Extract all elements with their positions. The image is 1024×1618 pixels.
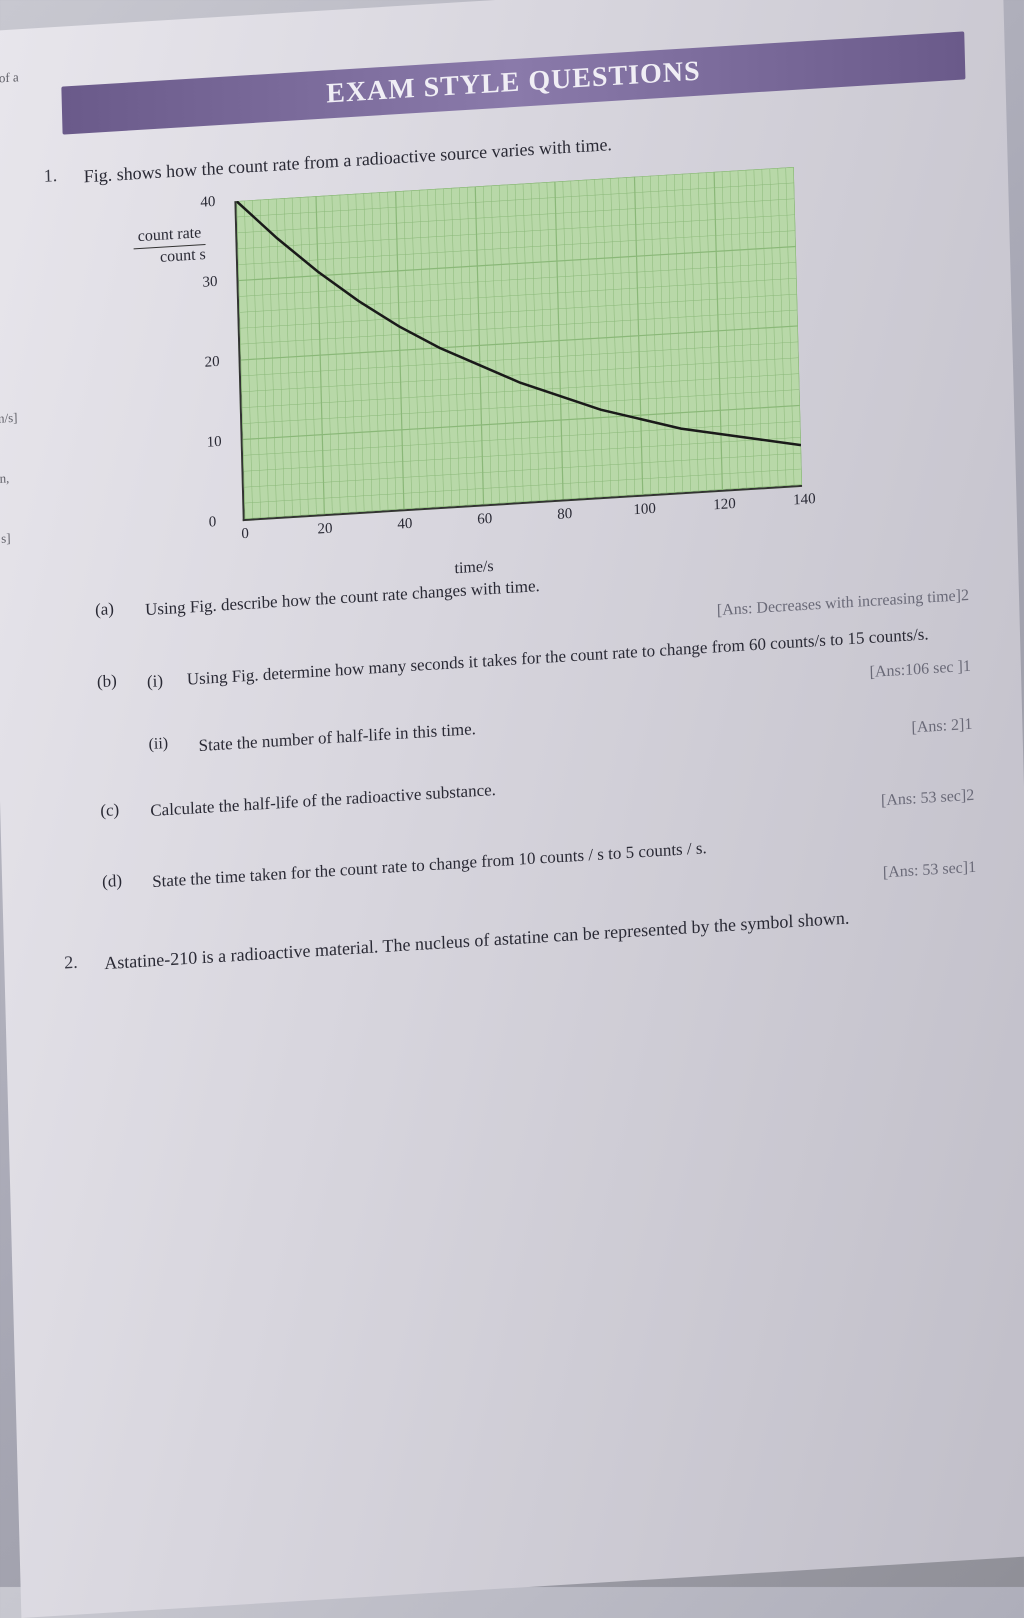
x-tick-label: 140 xyxy=(793,491,816,509)
part-label-b: (b) xyxy=(97,669,148,698)
ylabel-denominator: count s xyxy=(160,246,206,266)
decay-chart: count rate count s 0 10 20 30 40 0 20 40 60 80 100… xyxy=(105,165,834,569)
x-tick-label: 40 xyxy=(397,516,412,534)
part-label-a: (a) xyxy=(95,597,146,626)
part-label-c: (c) xyxy=(100,798,151,827)
margin-note: s] xyxy=(1,530,11,547)
margin-note: n, xyxy=(0,470,10,487)
question-number: 2. xyxy=(64,950,105,979)
y-tick-label: 30 xyxy=(202,274,217,292)
x-tick-label: 20 xyxy=(317,521,332,539)
y-tick-label: 10 xyxy=(207,434,222,452)
x-tick-label: 100 xyxy=(633,501,656,519)
x-tick-label: 80 xyxy=(557,506,572,524)
ylabel-numerator: count rate xyxy=(134,223,206,249)
subpart-label-bi: (i) xyxy=(147,666,188,694)
part-label-d: (d) xyxy=(102,869,153,898)
x-tick-label: 0 xyxy=(241,526,249,543)
margin-note: d of a xyxy=(0,69,19,87)
y-tick-label: 20 xyxy=(204,354,219,372)
x-tick-label: 60 xyxy=(477,511,492,529)
x-axis-label: time/s xyxy=(454,558,494,578)
y-tick-label: 40 xyxy=(200,194,215,212)
question-number: 1. xyxy=(43,163,84,192)
y-axis-label: count rate count s xyxy=(95,223,206,272)
x-tick-label: 120 xyxy=(713,496,736,514)
subpart-label-bii: (ii) xyxy=(148,733,199,762)
margin-note: n/s] xyxy=(0,410,18,427)
y-tick-label: 0 xyxy=(209,514,217,531)
chart-plot-area: 010203040020406080100120140 xyxy=(234,167,802,521)
